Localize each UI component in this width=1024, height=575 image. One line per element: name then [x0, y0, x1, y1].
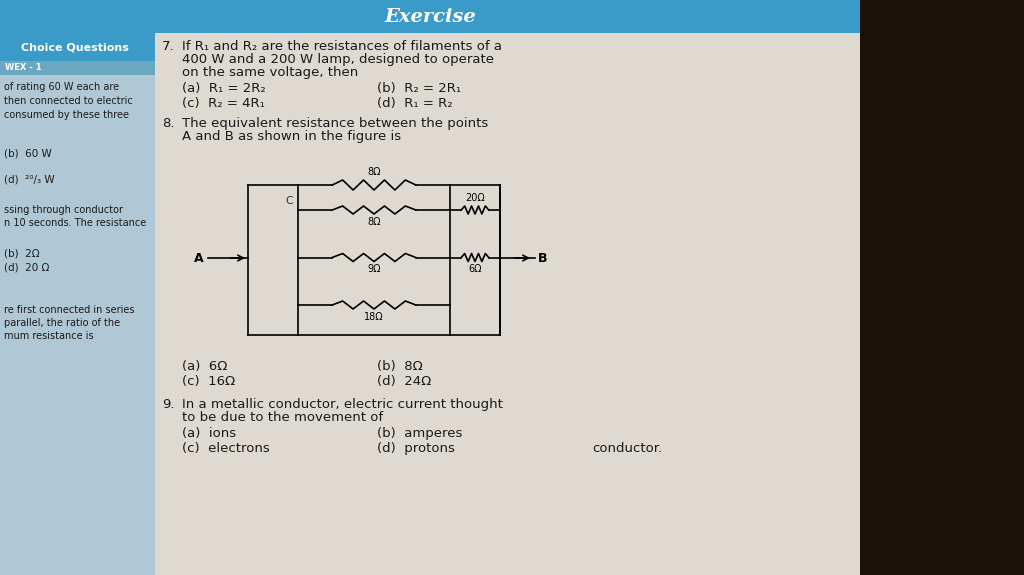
Text: In a metallic conductor, electric current thought: In a metallic conductor, electric curren… [182, 398, 503, 411]
Bar [0, 0, 155, 575]
Text: (a)  R₁ = 2R₂: (a) R₁ = 2R₂ [182, 82, 266, 95]
Text: 8Ω: 8Ω [368, 167, 381, 177]
Text: (c)  16Ω: (c) 16Ω [182, 375, 236, 388]
Text: (b)  2Ω: (b) 2Ω [4, 248, 40, 258]
Text: C: C [286, 196, 293, 206]
Text: 18Ω: 18Ω [365, 312, 384, 322]
Text: (c)  electrons: (c) electrons [182, 442, 269, 455]
Text: 6Ω: 6Ω [468, 264, 481, 274]
Text: (d)  R₁ = R₂: (d) R₁ = R₂ [377, 97, 453, 110]
Text: 8.: 8. [162, 117, 174, 130]
Text: mum resistance is: mum resistance is [4, 331, 93, 341]
Text: Choice Questions: Choice Questions [22, 42, 129, 52]
Text: (b)  8Ω: (b) 8Ω [377, 360, 423, 373]
Bar [0, 33, 155, 61]
Text: (d)  ²⁰/₃ W: (d) ²⁰/₃ W [4, 175, 54, 185]
Text: 20Ω: 20Ω [465, 193, 485, 203]
Text: 8Ω: 8Ω [368, 217, 381, 227]
Text: WEX - 1: WEX - 1 [5, 63, 42, 72]
Text: (c)  R₂ = 4R₁: (c) R₂ = 4R₁ [182, 97, 265, 110]
Text: conductor.: conductor. [592, 442, 663, 455]
Text: 7.: 7. [162, 40, 175, 53]
Text: If R₁ and R₂ are the resistances of filaments of a: If R₁ and R₂ are the resistances of fila… [182, 40, 502, 53]
Text: of rating 60 W each are: of rating 60 W each are [4, 82, 119, 92]
Text: then connected to electric: then connected to electric [4, 96, 133, 106]
Text: (b)  amperes: (b) amperes [377, 427, 463, 440]
Text: to be due to the movement of: to be due to the movement of [182, 411, 383, 424]
Text: B: B [538, 251, 548, 264]
Text: (b)  R₂ = 2R₁: (b) R₂ = 2R₁ [377, 82, 461, 95]
Text: (a)  6Ω: (a) 6Ω [182, 360, 227, 373]
Text: parallel, the ratio of the: parallel, the ratio of the [4, 318, 120, 328]
Text: (a)  ions: (a) ions [182, 427, 237, 440]
Text: consumed by these three: consumed by these three [4, 110, 129, 120]
Bar [0, 0, 860, 33]
Bar [0, 61, 155, 75]
Text: The equivalent resistance between the points: The equivalent resistance between the po… [182, 117, 488, 130]
Text: 9.: 9. [162, 398, 174, 411]
Text: Exercise: Exercise [384, 8, 476, 26]
Text: on the same voltage, then: on the same voltage, then [182, 66, 358, 79]
Text: n 10 seconds. The resistance: n 10 seconds. The resistance [4, 218, 146, 228]
Text: A: A [195, 251, 204, 264]
Text: A and B as shown in the figure is: A and B as shown in the figure is [182, 130, 401, 143]
Text: 9Ω: 9Ω [368, 264, 381, 274]
Text: 400 W and a 200 W lamp, designed to operate: 400 W and a 200 W lamp, designed to oper… [182, 53, 494, 66]
Text: (d)  20 Ω: (d) 20 Ω [4, 263, 49, 273]
Text: re first connected in series: re first connected in series [4, 305, 134, 315]
Text: (d)  24Ω: (d) 24Ω [377, 375, 431, 388]
Bar [860, 0, 1024, 575]
Text: (b)  60 W: (b) 60 W [4, 148, 52, 158]
Text: (d)  protons: (d) protons [377, 442, 455, 455]
Text: ssing through conductor: ssing through conductor [4, 205, 123, 215]
